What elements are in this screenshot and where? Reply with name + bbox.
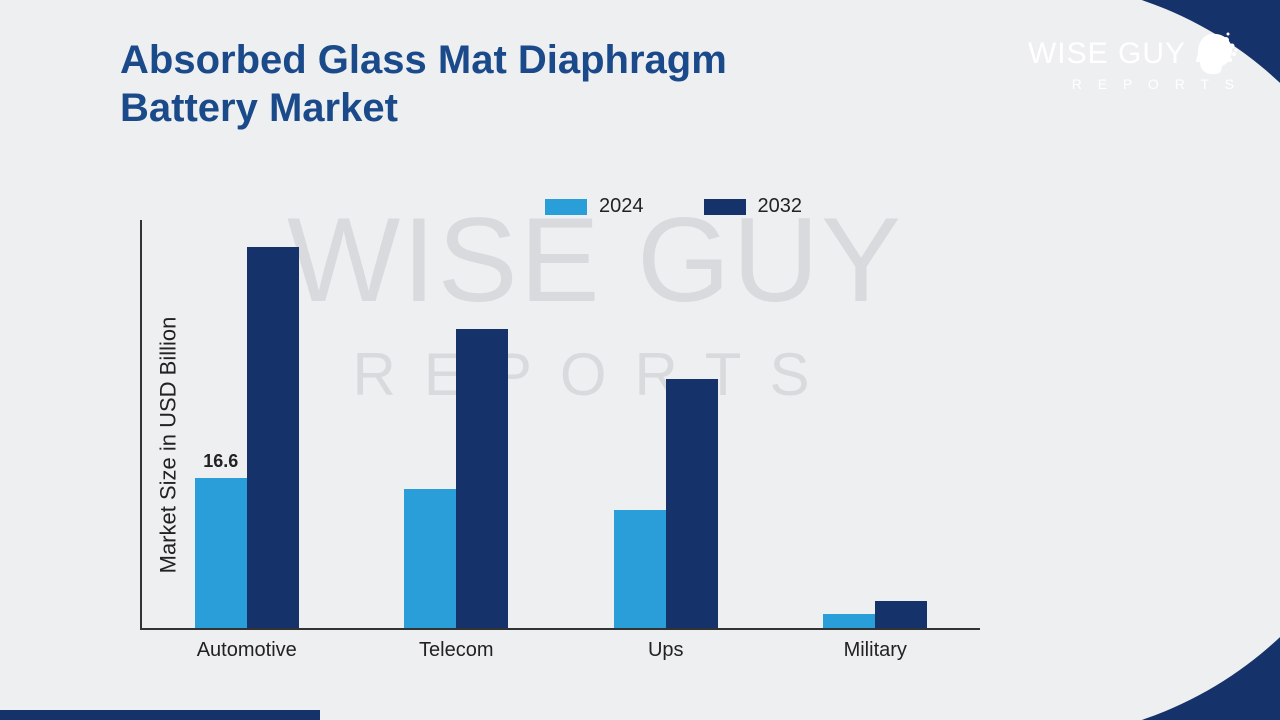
bar-2032 bbox=[875, 601, 927, 628]
legend-label-2032: 2032 bbox=[758, 195, 803, 218]
bar-groups: Automotive16.6TelecomUpsMilitary bbox=[142, 220, 980, 628]
bar-group: Telecom bbox=[352, 220, 562, 628]
legend-label-2024: 2024 bbox=[599, 195, 644, 218]
bar-2024 bbox=[195, 478, 247, 629]
legend-item-2024: 2024 bbox=[545, 195, 644, 218]
bar-2024 bbox=[404, 489, 456, 628]
bar-2024 bbox=[823, 614, 875, 629]
chart-area: Market Size in USD Billion Automotive16.… bbox=[100, 220, 980, 670]
bottom-accent-strip bbox=[0, 710, 320, 720]
bar-2024 bbox=[614, 510, 666, 628]
category-label: Military bbox=[844, 639, 907, 662]
value-label: 16.6 bbox=[203, 451, 238, 472]
legend: 2024 2032 bbox=[545, 195, 802, 218]
brand-logo: WISE GUY R E P O R T S bbox=[1028, 30, 1240, 92]
bar-group: Automotive16.6 bbox=[142, 220, 352, 628]
category-label: Telecom bbox=[419, 639, 493, 662]
bar-2032 bbox=[666, 379, 718, 628]
legend-swatch-2032 bbox=[704, 199, 746, 215]
category-label: Automotive bbox=[197, 639, 297, 662]
chart-title: Absorbed Glass Mat Diaphragm Battery Mar… bbox=[120, 36, 790, 132]
plot-area: Automotive16.6TelecomUpsMilitary bbox=[140, 220, 980, 630]
category-label: Ups bbox=[648, 639, 684, 662]
legend-swatch-2024 bbox=[545, 199, 587, 215]
bar-2032 bbox=[247, 247, 299, 628]
brand-subtitle: R E P O R T S bbox=[1028, 76, 1240, 92]
brand-name: WISE GUY bbox=[1028, 37, 1186, 71]
legend-item-2032: 2032 bbox=[704, 195, 803, 218]
bar-group: Military bbox=[771, 220, 981, 628]
bar-group: Ups bbox=[561, 220, 771, 628]
brand-head-icon bbox=[1192, 30, 1240, 78]
bar-2032 bbox=[456, 329, 508, 628]
chart-canvas: WISE GUY REPORTS WISE GUY R E P O R T S … bbox=[0, 0, 1280, 720]
